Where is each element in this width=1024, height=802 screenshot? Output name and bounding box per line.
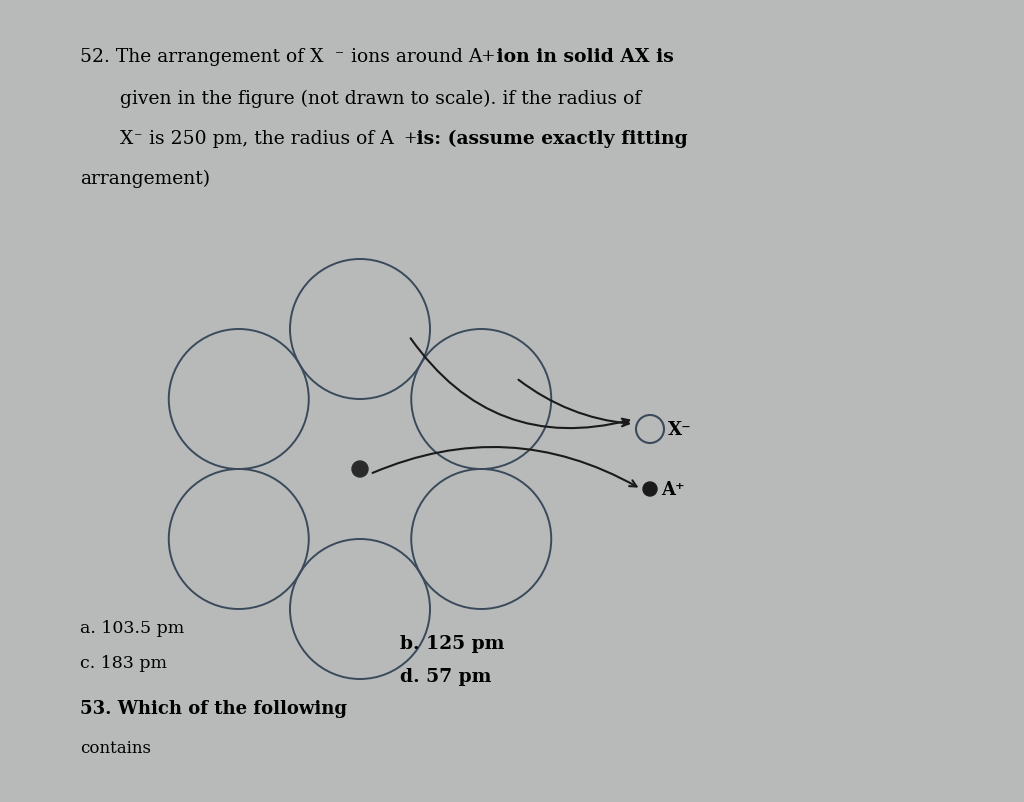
Text: X⁻: X⁻: [668, 420, 692, 439]
Text: A⁺: A⁺: [662, 480, 685, 498]
Text: X: X: [120, 130, 133, 148]
Text: given in the figure (not drawn to scale). if the radius of: given in the figure (not drawn to scale)…: [120, 90, 641, 108]
Text: +: +: [403, 130, 417, 147]
Text: arrangement): arrangement): [80, 170, 210, 188]
Text: ⁻: ⁻: [134, 130, 142, 147]
Text: b. 125 pm: b. 125 pm: [400, 634, 505, 652]
Text: is: (assume exactly fitting: is: (assume exactly fitting: [410, 130, 688, 148]
Text: a. 103.5 pm: a. 103.5 pm: [80, 619, 184, 636]
Text: ⁻: ⁻: [335, 48, 344, 65]
Text: +: +: [480, 48, 495, 65]
Text: 52. The arrangement of X: 52. The arrangement of X: [80, 48, 324, 66]
Text: d. 57 pm: d. 57 pm: [400, 667, 492, 685]
Text: ion in solid AX is: ion in solid AX is: [490, 48, 674, 66]
Text: contains: contains: [80, 739, 151, 756]
Circle shape: [352, 461, 368, 477]
Text: 53. Which of the following: 53. Which of the following: [80, 699, 347, 717]
Circle shape: [643, 482, 657, 496]
Text: c. 183 pm: c. 183 pm: [80, 654, 167, 671]
Text: ions around A: ions around A: [345, 48, 482, 66]
Text: is 250 pm, the radius of A: is 250 pm, the radius of A: [143, 130, 394, 148]
